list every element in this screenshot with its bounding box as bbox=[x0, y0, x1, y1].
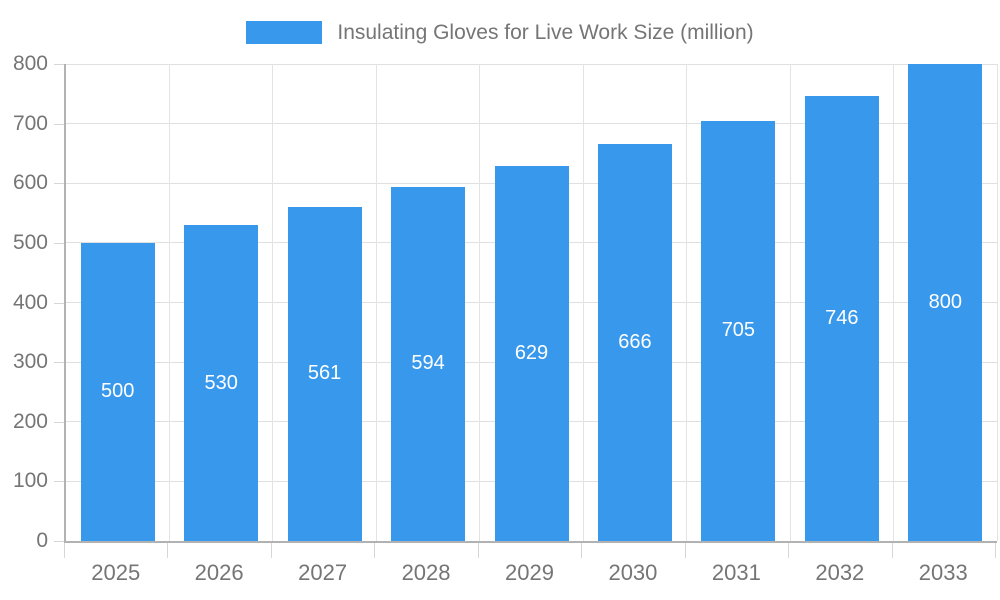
y-axis-label: 500 bbox=[12, 230, 48, 254]
bar-value-label: 500 bbox=[101, 380, 135, 403]
y-axis-label: 200 bbox=[12, 409, 48, 433]
x-gridline bbox=[375, 64, 377, 541]
x-axis-label: 2028 bbox=[401, 560, 451, 585]
y-tick bbox=[54, 183, 64, 185]
bar-2033[interactable]: 800 bbox=[908, 64, 983, 541]
x-gridline bbox=[272, 64, 274, 541]
bar-2030[interactable]: 666 bbox=[597, 143, 672, 541]
x-gridline bbox=[686, 64, 688, 541]
bar-value-label: 530 bbox=[204, 371, 238, 394]
y-axis-label: 700 bbox=[12, 111, 48, 135]
y-axis-label: 0 bbox=[36, 529, 48, 552]
legend-label: Insulating Gloves for Live Work Size (mi… bbox=[337, 20, 754, 44]
x-tick bbox=[64, 543, 65, 558]
y-tick bbox=[54, 123, 64, 125]
bar-2027[interactable]: 561 bbox=[287, 206, 362, 541]
x-gridline bbox=[893, 64, 895, 541]
bar-2029[interactable]: 629 bbox=[494, 165, 569, 541]
x-axis-label: 2030 bbox=[608, 560, 658, 585]
y-gridline bbox=[66, 63, 997, 65]
bar-2028[interactable]: 594 bbox=[391, 186, 466, 541]
x-gridline bbox=[582, 64, 584, 541]
y-tick bbox=[54, 242, 64, 244]
y-tick bbox=[54, 481, 64, 483]
x-axis-label: 2033 bbox=[918, 560, 968, 585]
bar-value-label: 746 bbox=[825, 307, 859, 330]
x-axis-label: 2032 bbox=[815, 560, 865, 585]
bar-value-label: 594 bbox=[411, 352, 445, 375]
bar-value-label: 561 bbox=[307, 362, 342, 385]
x-tick bbox=[995, 543, 996, 558]
y-tick bbox=[54, 421, 64, 423]
x-axis-label: 2027 bbox=[298, 560, 348, 585]
x-tick bbox=[581, 543, 583, 558]
y-tick bbox=[54, 64, 64, 65]
bar-2026[interactable]: 530 bbox=[184, 225, 259, 541]
x-gridline bbox=[479, 64, 481, 541]
y-gridline bbox=[66, 123, 997, 125]
x-axis-label: 2026 bbox=[194, 560, 244, 585]
y-tick bbox=[54, 541, 64, 542]
bar-value-label: 705 bbox=[721, 319, 756, 342]
x-axis-label: 2031 bbox=[711, 560, 761, 585]
bar-2025[interactable]: 500 bbox=[80, 242, 155, 541]
x-tick bbox=[891, 543, 893, 558]
x-tick bbox=[167, 543, 169, 558]
x-gridline bbox=[996, 64, 998, 541]
y-axis-label: 600 bbox=[12, 171, 48, 195]
x-tick bbox=[477, 543, 479, 558]
y-axis-label: 300 bbox=[12, 350, 48, 374]
bar-2031[interactable]: 705 bbox=[701, 120, 776, 541]
x-axis-label: 2025 bbox=[91, 560, 141, 585]
x-gridline bbox=[789, 64, 791, 541]
x-gridline bbox=[168, 64, 170, 541]
bar-2032[interactable]: 746 bbox=[804, 96, 879, 541]
bar-value-label: 800 bbox=[928, 291, 962, 313]
x-tick bbox=[374, 543, 376, 558]
y-axis-label: 400 bbox=[12, 290, 48, 314]
legend: Insulating Gloves for Live Work Size (mi… bbox=[0, 16, 1000, 48]
bar-value-label: 666 bbox=[618, 330, 652, 353]
bar-value-label: 629 bbox=[514, 341, 549, 364]
x-tick bbox=[684, 543, 686, 558]
plot-area: 500 530 561 594 629 666 705 746 800 bbox=[64, 63, 998, 543]
x-tick bbox=[788, 543, 790, 558]
x-tick bbox=[270, 543, 272, 558]
y-tick bbox=[54, 302, 64, 304]
legend-swatch-icon bbox=[246, 20, 323, 44]
x-axis-label: 2029 bbox=[505, 560, 554, 585]
y-axis-label: 100 bbox=[12, 469, 48, 493]
y-tick bbox=[54, 362, 64, 364]
y-axis-label: 800 bbox=[12, 52, 48, 75]
